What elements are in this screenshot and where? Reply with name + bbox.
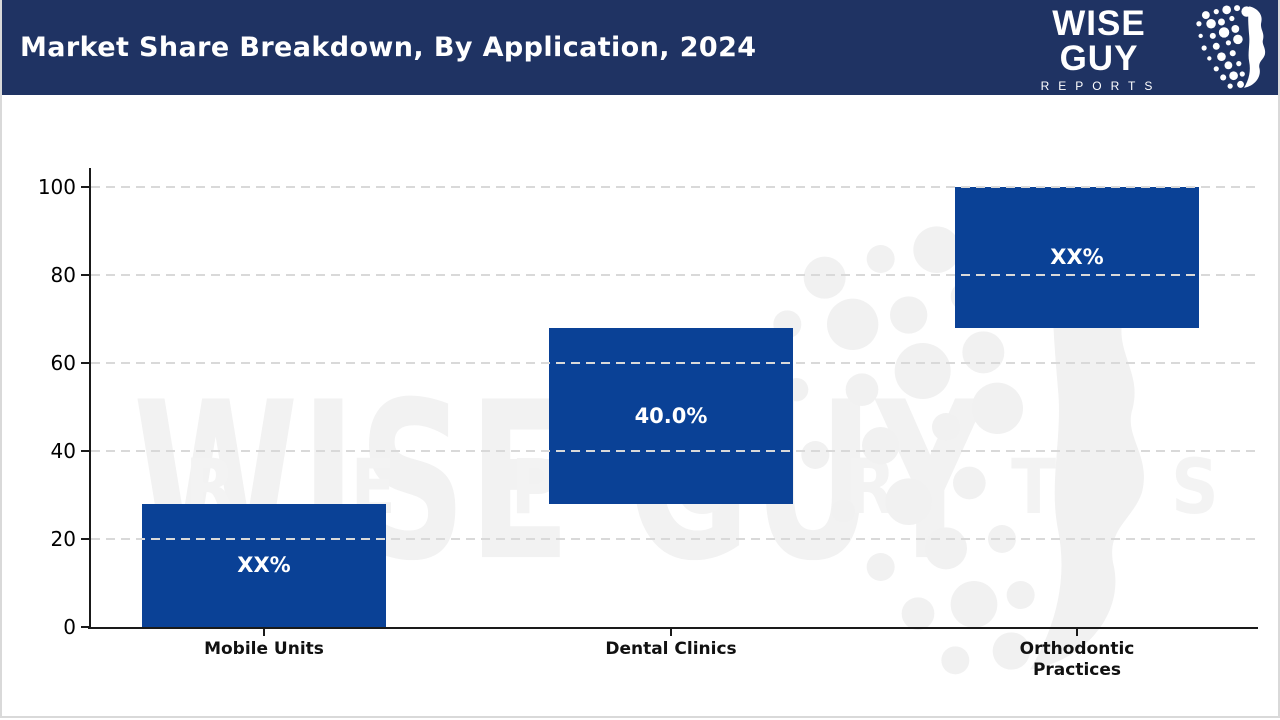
brand-logo: WISE GUY REPORTS	[1010, 0, 1270, 95]
x-category-label: Dental Clinics	[605, 639, 737, 659]
y-tick-label: 40	[50, 439, 76, 463]
y-tick-mark	[81, 362, 89, 364]
y-tick-label: 60	[50, 351, 76, 375]
page-title: Market Share Breakdown, By Application, …	[20, 32, 757, 63]
y-tick-label: 100	[37, 175, 76, 199]
y-tick-mark	[81, 450, 89, 452]
gridline-y-100	[91, 186, 1256, 188]
bar-segment-2: 40.0%	[549, 327, 793, 504]
bar-segment-3: XX%	[955, 187, 1199, 328]
x-axis-line	[88, 627, 1258, 629]
bar-segment-1: XX%	[142, 503, 386, 627]
brand-logo-wordmark: WISE GUY	[1052, 4, 1146, 78]
y-axis-line	[89, 168, 91, 629]
y-tick-label: 20	[50, 527, 76, 551]
gridline-y-60	[91, 362, 1256, 364]
y-tick-mark	[81, 626, 89, 628]
gridline-y-20	[91, 538, 1256, 540]
x-tick-mark	[670, 629, 672, 636]
bar-value-label: XX%	[237, 553, 291, 578]
x-tick-mark	[1076, 629, 1078, 636]
y-tick-label: 80	[50, 263, 76, 287]
bar-value-label: XX%	[1050, 245, 1104, 270]
gridline-y-40	[91, 450, 1256, 452]
x-category-label: Orthodontic Practices	[1019, 639, 1135, 680]
x-tick-mark	[263, 629, 265, 636]
y-tick-mark	[81, 538, 89, 540]
header-bar: Market Share Breakdown, By Application, …	[0, 0, 1280, 95]
x-category-label: Mobile Units	[204, 639, 324, 659]
bar-value-label: 40.0%	[634, 403, 708, 428]
gridline-y-80	[91, 274, 1256, 276]
brand-logo-subtext: REPORTS	[1040, 79, 1162, 93]
y-tick-mark	[81, 274, 89, 276]
y-tick-label: 0	[63, 615, 76, 639]
y-tick-mark	[81, 186, 89, 188]
brand-logo-text: WISE GUY REPORTS	[1010, 6, 1188, 93]
